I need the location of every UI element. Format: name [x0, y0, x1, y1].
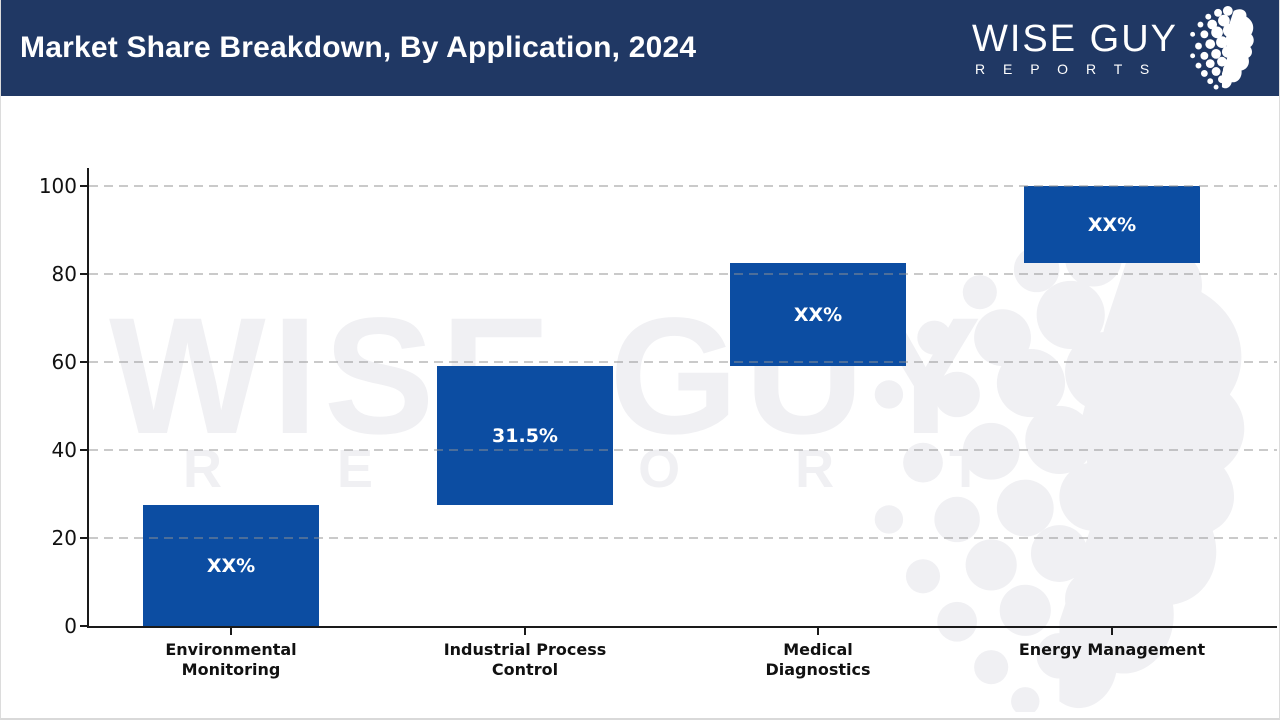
y-axis-tick-label: 100: [38, 174, 77, 198]
waterfall-bar: XX%: [143, 505, 319, 626]
y-axis-line: [87, 168, 89, 628]
bar-value-label: XX%: [206, 554, 256, 577]
header-banner: Market Share Breakdown, By Application, …: [1, 0, 1279, 96]
category-label: Environmental Monitoring: [101, 640, 361, 680]
gridline: [89, 185, 1277, 187]
waterfall-bar: 31.5%: [437, 366, 613, 505]
gridline: [89, 449, 1277, 451]
y-axis-tick: [80, 537, 88, 539]
page-title: Market Share Breakdown, By Application, …: [20, 31, 697, 64]
logo-line2: R E P O R T S: [974, 61, 1157, 77]
y-axis-tick-label: 0: [64, 614, 77, 638]
y-axis-tick: [80, 361, 88, 363]
x-axis-tick: [1111, 628, 1113, 635]
y-axis-tick-label: 60: [51, 350, 77, 374]
x-axis-tick: [230, 628, 232, 635]
bar-value-label: 31.5%: [492, 424, 558, 447]
y-axis-tick-label: 20: [51, 526, 77, 550]
category-label: Energy Management: [982, 640, 1242, 660]
y-axis-tick-label: 40: [51, 438, 77, 462]
y-axis-tick: [80, 625, 88, 627]
y-axis-tick: [80, 273, 88, 275]
bar-value-label: XX%: [793, 303, 843, 326]
x-axis-tick: [524, 628, 526, 635]
category-label-line: Monitoring: [181, 660, 281, 679]
category-label-line: Medical: [783, 640, 853, 659]
y-axis-tick: [80, 449, 88, 451]
x-axis-line: [87, 626, 1277, 628]
y-axis-tick: [80, 185, 88, 187]
category-label-line: Diagnostics: [765, 660, 871, 679]
category-label: Medical Diagnostics: [688, 640, 948, 680]
waterfall-bar: XX%: [1024, 186, 1200, 263]
logo-wordmark: WISE GUY R E P O R T S: [972, 20, 1178, 76]
category-label-line: Environmental: [165, 640, 297, 659]
category-label-line: Industrial Process: [443, 640, 607, 659]
category-label: Industrial Process Control: [395, 640, 655, 680]
category-label-line: Control: [491, 660, 559, 679]
wiseguy-logo: WISE GUY R E P O R T S: [972, 5, 1256, 91]
waterfall-bar: XX%: [730, 263, 906, 367]
y-axis-tick-label: 80: [51, 262, 77, 286]
logo-line1: WISE GUY: [971, 18, 1178, 60]
category-label-line: Energy Management: [1018, 640, 1206, 659]
gridline: [89, 537, 1277, 539]
gridline: [89, 273, 1277, 275]
gridline: [89, 361, 1277, 363]
x-axis-tick: [817, 628, 819, 635]
bar-value-label: XX%: [1087, 213, 1137, 236]
